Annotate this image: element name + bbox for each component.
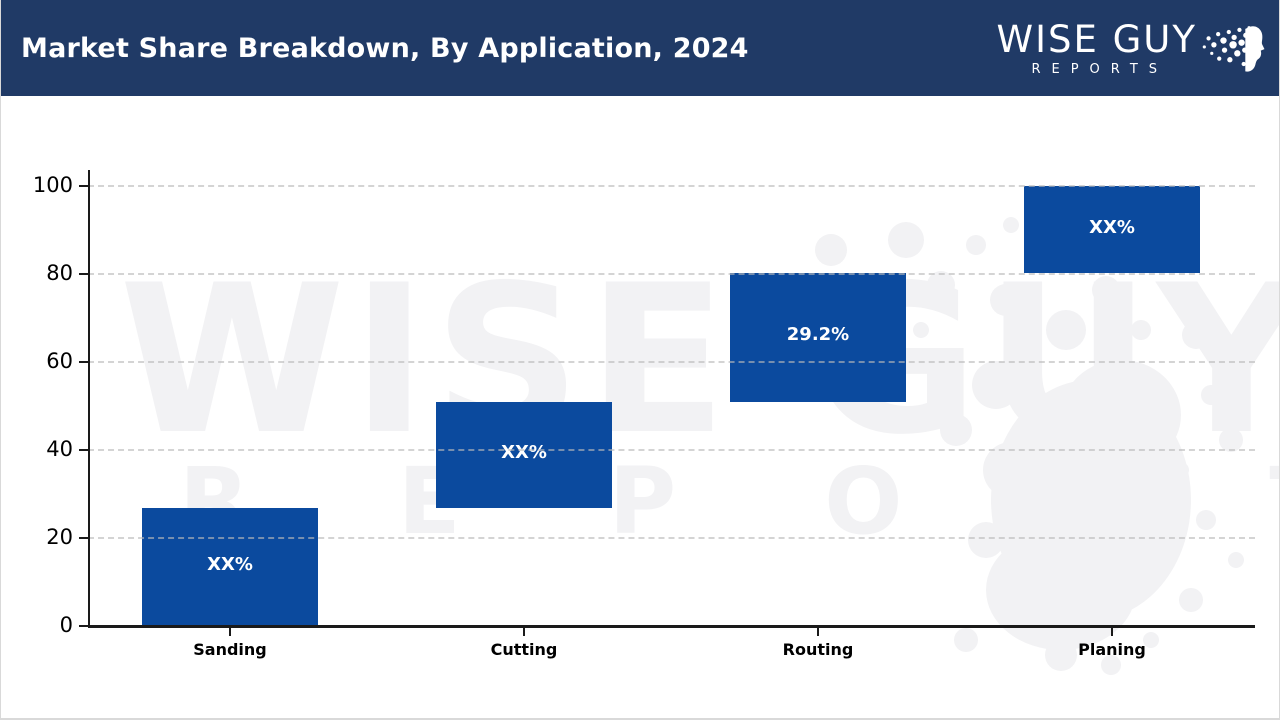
brand-logo-text: WISE GUY REPORTS — [997, 21, 1197, 76]
x-tick-cutting — [523, 627, 525, 636]
y-tick-label-20: 20 — [46, 525, 73, 549]
page-title: Market Share Breakdown, By Application, … — [21, 32, 749, 64]
x-tick-label-cutting: Cutting — [490, 640, 558, 659]
bar-cutting: XX% — [436, 401, 612, 509]
bar-value-label: XX% — [501, 441, 547, 463]
y-tick-60 — [79, 361, 88, 363]
y-tick-label-60: 60 — [46, 349, 73, 373]
gridline-y100 — [88, 185, 1255, 187]
x-tick-planing — [1111, 627, 1113, 636]
y-tick-0 — [79, 625, 88, 627]
y-tick-40 — [79, 449, 88, 451]
y-tick-label-0: 0 — [59, 613, 73, 637]
brand-logo-line1: WISE GUY — [996, 17, 1197, 61]
gridline-y40 — [88, 449, 1255, 451]
y-tick-20 — [79, 537, 88, 539]
brand-logo-line2: REPORTS — [1031, 61, 1169, 77]
gridline-y60 — [88, 361, 1255, 363]
x-axis-spine — [88, 625, 1255, 628]
y-axis-spine — [88, 170, 90, 628]
y-tick-80 — [79, 273, 88, 275]
y-tick-100 — [79, 185, 88, 187]
y-tick-label-40: 40 — [46, 437, 73, 461]
brand-logo: WISE GUY REPORTS — [997, 5, 1279, 91]
bar-planing: XX% — [1024, 186, 1200, 274]
bar-sanding: XX% — [142, 508, 318, 626]
bar-value-label: 29.2% — [786, 324, 850, 346]
header: Market Share Breakdown, By Application, … — [1, 0, 1279, 96]
x-tick-sanding — [229, 627, 231, 636]
bar-value-label: XX% — [207, 554, 253, 576]
x-tick-label-planing: Planing — [1078, 640, 1146, 659]
x-tick-label-sanding: Sanding — [193, 640, 267, 659]
x-tick-label-routing: Routing — [782, 640, 854, 659]
x-tick-routing — [817, 627, 819, 636]
y-tick-label-100: 100 — [32, 173, 73, 197]
gridline-y80 — [88, 273, 1255, 275]
y-tick-label-80: 80 — [46, 261, 73, 285]
gridline-y20 — [88, 537, 1255, 539]
bar-value-label: XX% — [1089, 216, 1135, 238]
bar-routing: 29.2% — [730, 273, 906, 402]
brand-face-icon — [1202, 26, 1265, 72]
